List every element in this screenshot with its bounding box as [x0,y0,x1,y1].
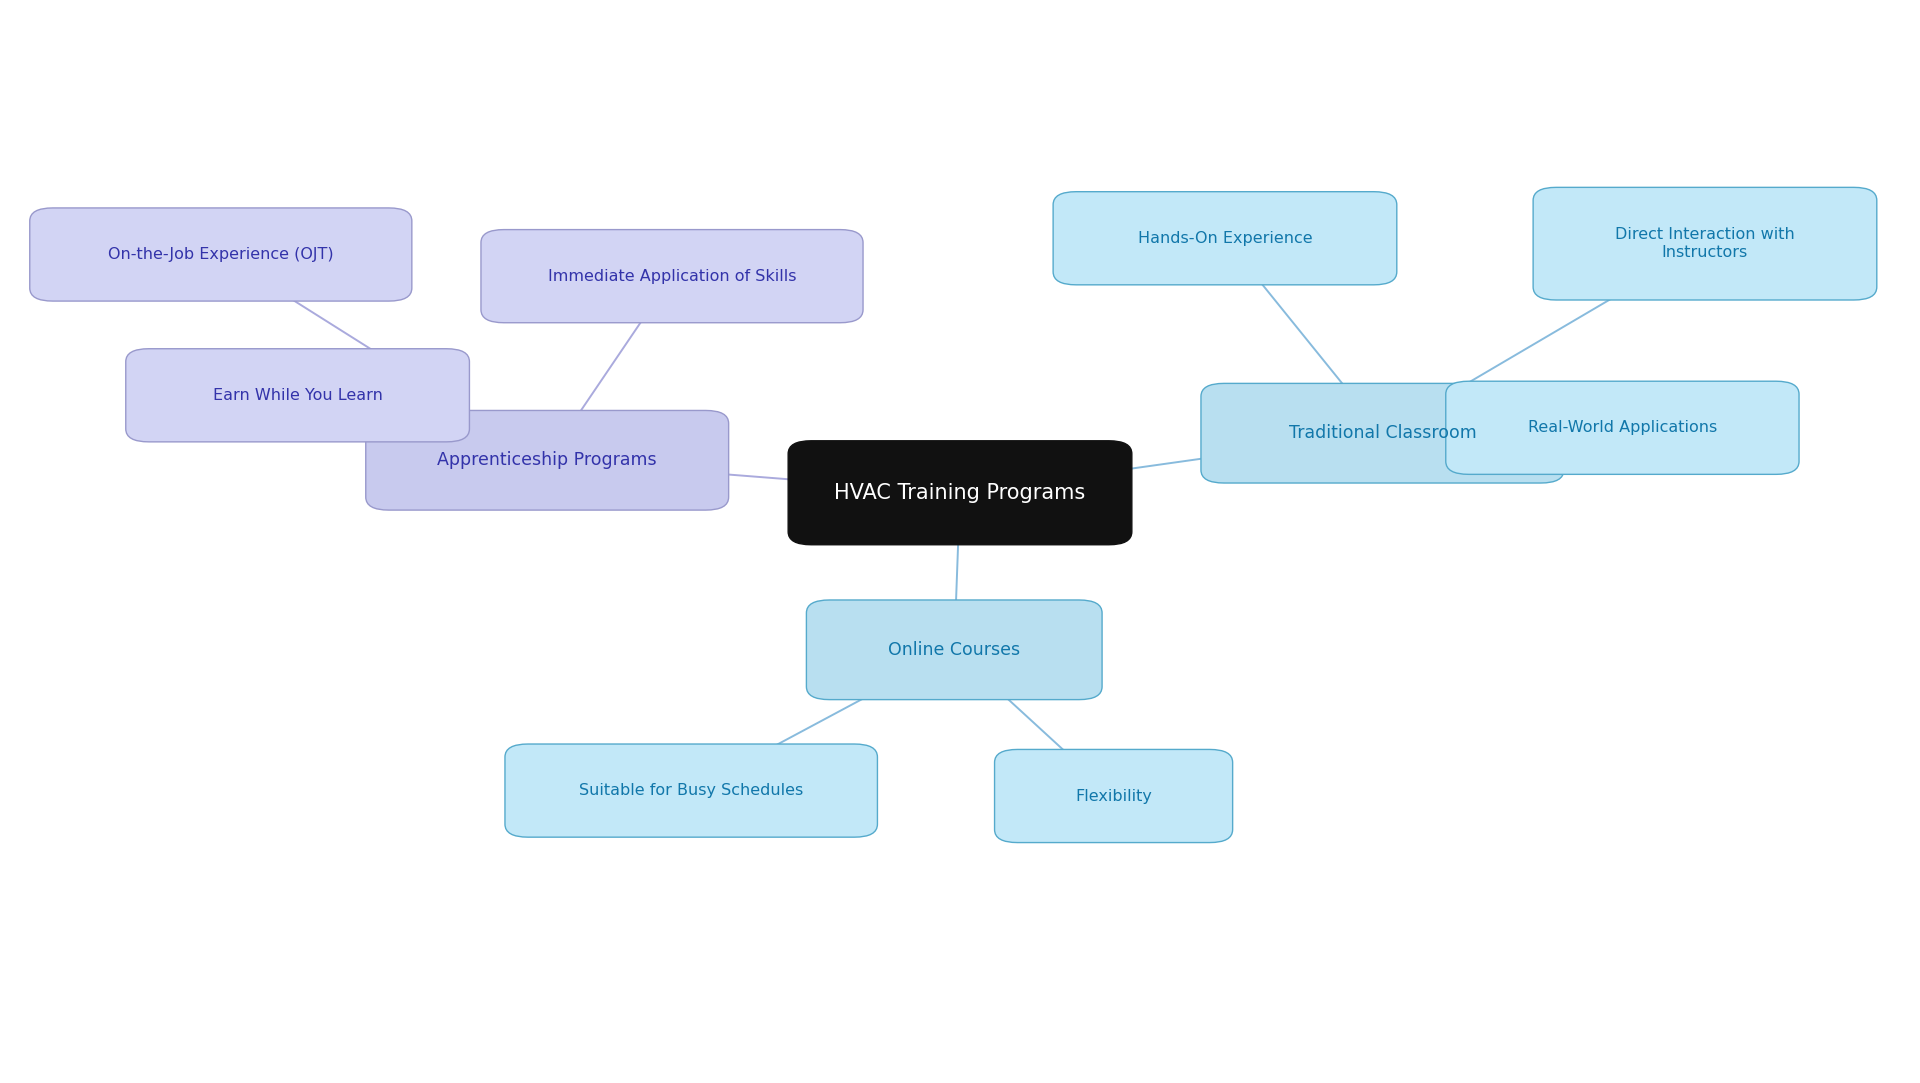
Text: Direct Interaction with
Instructors: Direct Interaction with Instructors [1615,226,1795,261]
FancyBboxPatch shape [806,600,1102,700]
FancyBboxPatch shape [1202,383,1563,483]
FancyBboxPatch shape [1052,192,1398,285]
Text: Immediate Application of Skills: Immediate Application of Skills [547,269,797,284]
FancyBboxPatch shape [995,749,1233,843]
Text: HVAC Training Programs: HVAC Training Programs [835,483,1085,503]
FancyBboxPatch shape [1532,187,1878,300]
Text: Hands-On Experience: Hands-On Experience [1139,231,1311,246]
Text: Suitable for Busy Schedules: Suitable for Busy Schedules [580,783,803,798]
Text: Flexibility: Flexibility [1075,788,1152,804]
FancyBboxPatch shape [787,441,1131,545]
FancyBboxPatch shape [505,744,877,837]
Text: Apprenticeship Programs: Apprenticeship Programs [438,452,657,469]
Text: Earn While You Learn: Earn While You Learn [213,388,382,403]
Text: On-the-Job Experience (OJT): On-the-Job Experience (OJT) [108,247,334,262]
FancyBboxPatch shape [1446,381,1799,474]
FancyBboxPatch shape [31,208,411,301]
FancyBboxPatch shape [480,230,862,323]
FancyBboxPatch shape [365,410,728,510]
Text: Online Courses: Online Courses [889,641,1020,658]
FancyBboxPatch shape [127,349,468,442]
Text: Real-World Applications: Real-World Applications [1528,420,1716,435]
Text: Traditional Classroom: Traditional Classroom [1288,425,1476,442]
